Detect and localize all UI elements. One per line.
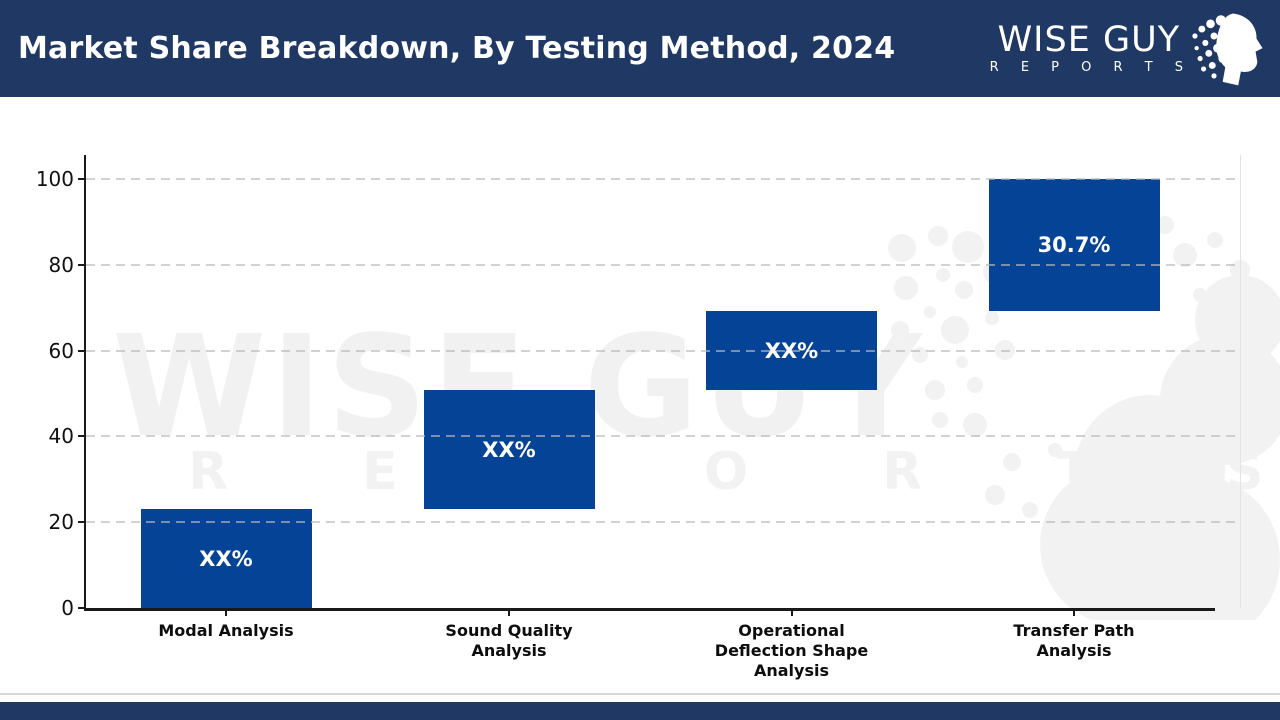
x-axis-label: Transfer Path Analysis	[959, 621, 1189, 661]
bar	[140, 509, 312, 608]
x-axis-tick	[790, 609, 793, 616]
x-axis-tick	[225, 609, 227, 616]
bar-value-label: 30.7%	[1037, 232, 1111, 257]
y-tick-label: 80	[48, 252, 74, 277]
page-title: Market Share Breakdown, By Testing Metho…	[18, 31, 896, 66]
y-tick-label: 40	[48, 424, 74, 449]
y-axis-tick	[78, 435, 84, 438]
y-axis-tick	[78, 263, 84, 266]
bar	[988, 179, 1160, 311]
plot-right-border	[1240, 155, 1241, 608]
x-axis-tick	[1073, 609, 1075, 616]
x-axis-label-line: Sound Quality	[445, 621, 573, 640]
footer-divider	[0, 693, 1280, 695]
watermark-head-icon	[888, 216, 1280, 620]
brand-logo: WISE GUY R E P O R T S	[986, 6, 1266, 92]
gridline	[86, 178, 1240, 180]
x-axis-label-line: Analysis	[753, 661, 829, 680]
x-axis-label-line: Operational	[738, 621, 845, 640]
x-axis-line	[84, 608, 1215, 611]
y-axis-tick	[78, 607, 84, 609]
gridline	[86, 521, 1240, 524]
x-axis-label-line: Modal Analysis	[158, 621, 294, 640]
y-tick-label: 20	[48, 510, 74, 535]
x-axis-tick	[508, 609, 510, 616]
gridline	[86, 349, 1240, 352]
brand-name: WISE GUY	[997, 20, 1181, 60]
y-tick-label: 0	[61, 596, 74, 620]
x-axis-label: Sound Quality Analysis	[394, 621, 624, 661]
x-axis-label: Modal Analysis	[111, 621, 341, 641]
x-axis-label: Operational Deflection Shape Analysis	[677, 621, 907, 681]
brand-subname: R E P O R T S	[989, 60, 1192, 75]
y-tick-label: 100	[35, 167, 74, 191]
brand-head-icon	[1192, 12, 1263, 85]
x-axis-label-line: Transfer Path	[1013, 621, 1135, 640]
y-axis-line	[84, 155, 86, 610]
y-tick-label: 60	[48, 338, 74, 363]
brand-logo-text: WISE GUY R E P O R T S	[986, 20, 1192, 75]
y-axis-tick	[78, 178, 84, 180]
x-axis-label-line: Analysis	[471, 641, 547, 660]
bar-value-label: XX%	[482, 437, 536, 462]
gridline	[86, 435, 1240, 438]
bar-value-label: XX%	[764, 338, 819, 363]
gridline	[86, 263, 1240, 266]
bar-value-label: XX%	[199, 546, 253, 571]
x-axis-label-line: Analysis	[1036, 641, 1112, 660]
y-axis-tick	[78, 521, 84, 524]
footer-bar	[0, 702, 1280, 720]
header-bar: Market Share Breakdown, By Testing Metho…	[0, 0, 1280, 97]
bar	[423, 390, 595, 510]
y-axis-tick	[78, 349, 84, 352]
x-axis-label-line: Deflection Shape	[714, 641, 869, 660]
